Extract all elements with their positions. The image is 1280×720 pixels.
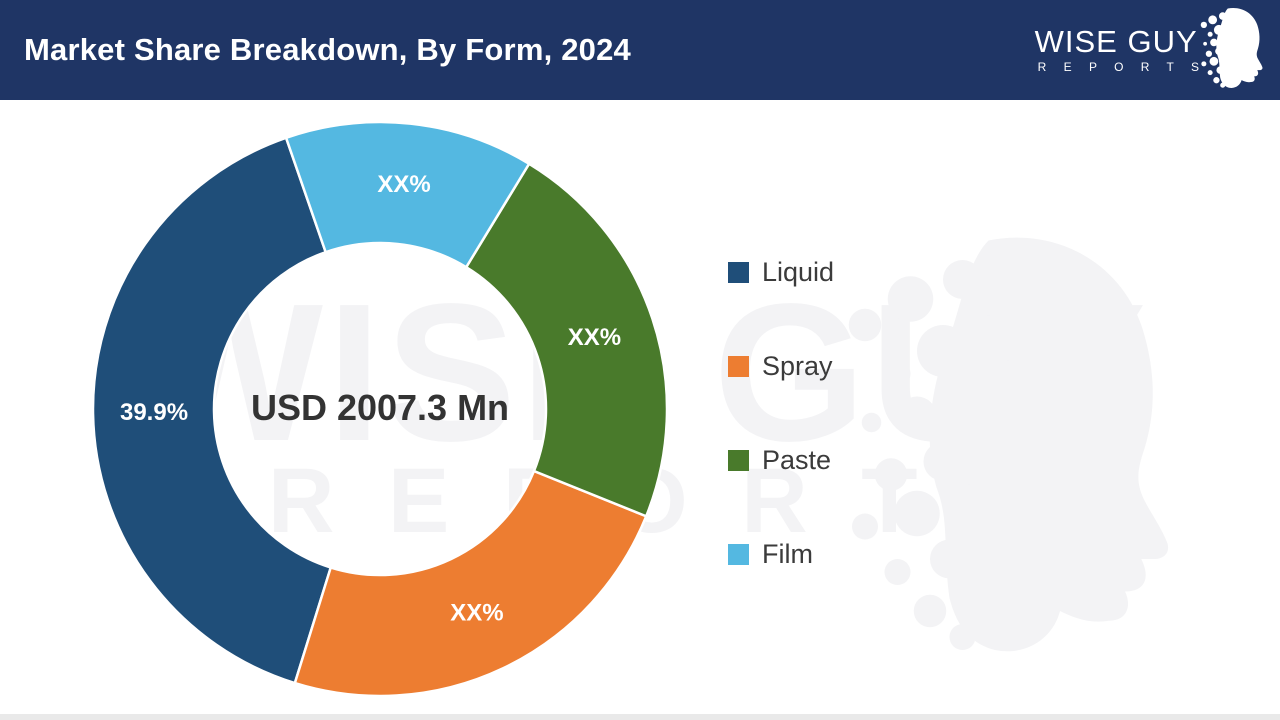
legend-item-liquid: Liquid bbox=[728, 257, 834, 288]
legend-item-spray: Spray bbox=[728, 351, 834, 382]
wiseguy-face-icon bbox=[1200, 7, 1263, 88]
legend-swatch-spray bbox=[728, 356, 749, 377]
donut-center-value: USD 2007.3 Mn bbox=[250, 387, 510, 428]
brand-name: WISE GUY bbox=[1034, 24, 1198, 60]
segment-label-liquid: 39.9% bbox=[120, 399, 188, 426]
segment-label-film: XX% bbox=[377, 171, 430, 198]
brand-logo-text: WISE GUY R E P O R T S bbox=[1035, 26, 1206, 74]
legend-swatch-paste bbox=[728, 450, 749, 471]
brand-subtitle: R E P O R T S bbox=[1037, 59, 1206, 74]
donut-segment-film bbox=[284, 120, 531, 269]
legend-swatch-film bbox=[728, 544, 749, 565]
donut-segment-spray bbox=[293, 469, 648, 698]
header-bar: Market Share Breakdown, By Form, 2024 WI… bbox=[0, 0, 1280, 100]
segment-label-paste: XX% bbox=[568, 324, 621, 351]
chart-canvas: WISE GUY R E P O R T S 39.9% XX% XX% XX% US… bbox=[0, 100, 1280, 714]
chart-legend: Liquid Spray Paste Film bbox=[728, 257, 834, 570]
watermark-face-icon bbox=[848, 237, 1169, 652]
legend-label-film: Film bbox=[762, 539, 813, 569]
donut-segment-liquid bbox=[91, 136, 333, 685]
legend-item-film: Film bbox=[728, 539, 834, 570]
legend-item-paste: Paste bbox=[728, 445, 834, 476]
segment-label-spray: XX% bbox=[450, 600, 503, 627]
legend-label-spray: Spray bbox=[762, 351, 833, 381]
legend-label-paste: Paste bbox=[762, 445, 832, 475]
donut-segment-paste bbox=[464, 162, 669, 518]
bottom-strip bbox=[0, 714, 1280, 720]
page-title: Market Share Breakdown, By Form, 2024 bbox=[24, 32, 631, 67]
donut-svg: 39.9% XX% XX% XX% bbox=[91, 120, 669, 698]
legend-swatch-liquid bbox=[728, 262, 749, 283]
brand-logo: WISE GUY R E P O R T S bbox=[1035, 6, 1268, 94]
legend-label-liquid: Liquid bbox=[762, 257, 835, 287]
donut-chart: 39.9% XX% XX% XX% bbox=[80, 109, 680, 709]
